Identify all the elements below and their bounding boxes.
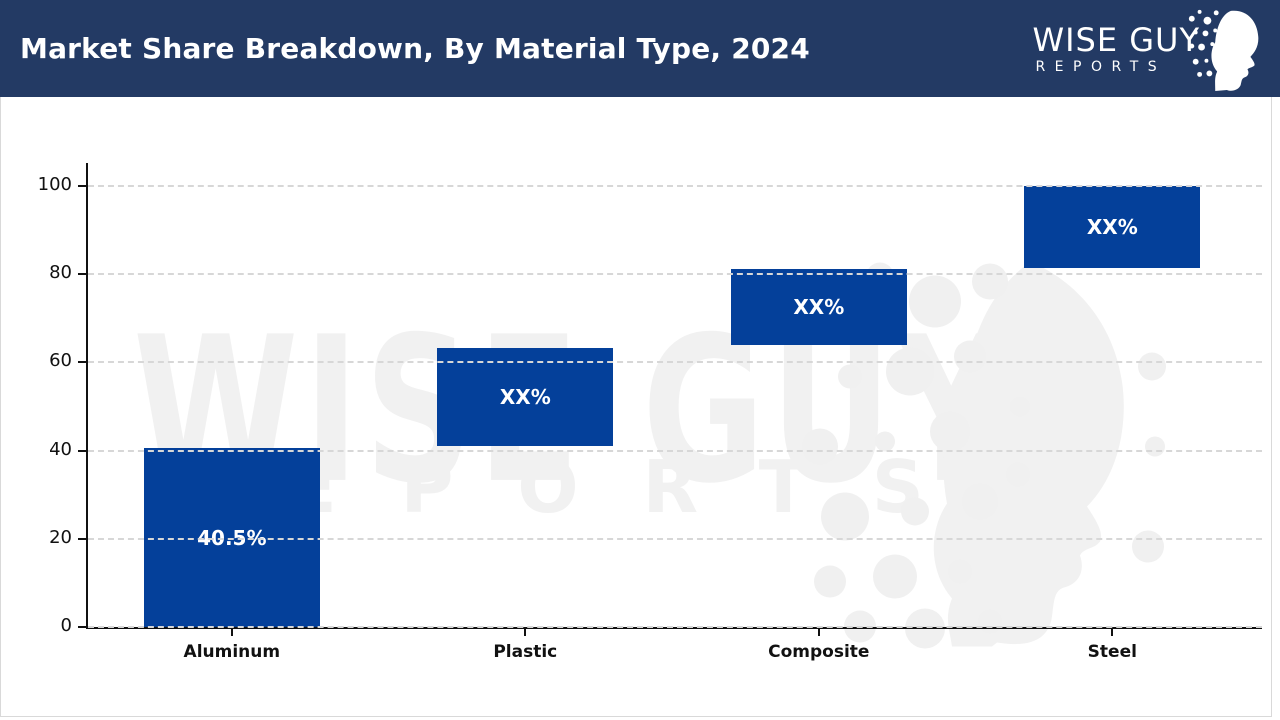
plot-area: 40.5% XX% XX% XX% — [86, 163, 1262, 629]
content-frame — [0, 97, 1272, 717]
bar-value-label: XX% — [499, 384, 551, 409]
chart-region: WISE GUY REPORTS 40.5% XX% XX% XX% 0 20 40 60 8… — [0, 97, 1280, 720]
bar: XX% — [730, 269, 907, 346]
y-tick-label: 20 — [49, 526, 72, 548]
y-tick-mark — [78, 537, 86, 540]
gridline — [88, 184, 1262, 187]
y-tick-label: 0 — [60, 615, 72, 636]
x-tick-mark — [230, 629, 233, 636]
gridline — [88, 626, 1262, 628]
brand-head-icon — [1188, 9, 1259, 91]
x-axis-label: Steel — [1087, 642, 1137, 662]
y-tick-mark — [78, 273, 86, 276]
y-tick-label: 60 — [49, 350, 72, 372]
bar-value-label: 40.5% — [197, 525, 267, 550]
gridline — [88, 449, 1262, 452]
bar: XX% — [1024, 185, 1201, 268]
y-tick-label: 40 — [49, 438, 72, 460]
gridline — [88, 273, 1262, 276]
bar-value-label: XX% — [793, 295, 845, 320]
x-tick-mark — [817, 629, 820, 636]
brand-name: WISE GUY — [1032, 20, 1200, 59]
header: Market Share Breakdown, By Material Type… — [0, 0, 1280, 97]
y-tick-mark — [78, 361, 86, 364]
gridline — [88, 361, 1262, 364]
brand-subname: REPORTS — [1035, 58, 1167, 75]
y-tick-mark — [78, 449, 86, 452]
x-tick-mark — [524, 629, 527, 636]
brand-logo-text: WISE GUY REPORTS — [1032, 24, 1200, 75]
bar: 40.5% — [143, 448, 320, 627]
brand-logo: WISE GUY REPORTS — [1032, 6, 1266, 92]
gridline — [88, 537, 1262, 540]
x-axis-label: Aluminum — [183, 642, 281, 662]
x-axis-label: Composite — [768, 642, 870, 662]
y-tick-label: 100 — [37, 173, 72, 195]
x-axis-label: Plastic — [493, 642, 558, 662]
y-tick-mark — [78, 626, 86, 628]
x-tick-mark — [1111, 629, 1114, 636]
chart-title: Market Share Breakdown, By Material Type… — [20, 32, 810, 65]
bar: XX% — [437, 347, 614, 447]
y-tick-label: 80 — [49, 262, 72, 284]
y-tick-mark — [78, 184, 86, 187]
bar-value-label: XX% — [1086, 214, 1138, 239]
